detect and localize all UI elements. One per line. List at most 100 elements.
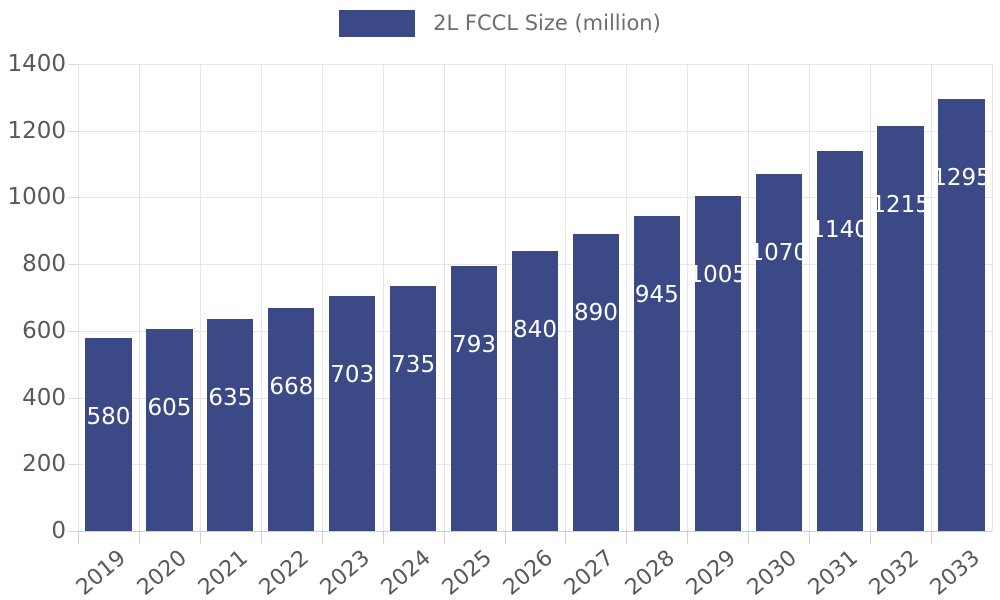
gridline-vertical xyxy=(505,64,506,531)
y-axis-tick-label: 1400 xyxy=(7,51,66,77)
x-axis-tick-mark xyxy=(261,531,262,544)
bar-value-label-2019: 580 xyxy=(86,403,131,430)
x-axis-tick-mark xyxy=(505,531,506,544)
gridline-vertical xyxy=(444,64,445,531)
x-axis-tick-label-2024: 2024 xyxy=(376,545,436,600)
gridline-vertical xyxy=(322,64,323,531)
y-axis-tick-mark xyxy=(68,197,78,199)
bar-value-label-2024: 735 xyxy=(391,351,436,378)
x-axis-tick-labels: 2019 2020 2021 2022 2023 2024 2025 2026 2027 2028… xyxy=(72,531,992,600)
bar-2024[interactable] xyxy=(389,285,437,531)
y-axis-tick-label: 600 xyxy=(22,317,66,344)
bar-value-label-2032: 1215 xyxy=(871,191,930,218)
plot-area: 580 605 635 668 703 735 793 840 890 945 1005 1070 11… xyxy=(68,64,993,544)
bar-2027[interactable] xyxy=(572,234,620,531)
x-axis-tick-mark xyxy=(383,531,384,544)
bar-value-label-2025: 793 xyxy=(452,332,497,359)
x-axis-tick-label-2033: 2033 xyxy=(925,545,985,600)
y-axis-tick-label: 1000 xyxy=(7,184,66,211)
x-axis-tick-label-2030: 2030 xyxy=(742,545,802,600)
bar-value-label-2031: 1140 xyxy=(810,216,869,243)
x-axis-tick-mark xyxy=(200,531,201,544)
bar-2033[interactable] xyxy=(938,99,985,531)
bar-2022[interactable] xyxy=(268,308,315,531)
bar-2031[interactable] xyxy=(816,150,863,531)
x-axis-tick-mark xyxy=(139,531,140,544)
bar-value-label-2026: 840 xyxy=(513,316,557,343)
y-axis-tick-label: 400 xyxy=(22,384,66,411)
gridline-vertical xyxy=(992,64,993,531)
bar-2025[interactable] xyxy=(450,266,498,531)
x-axis-tick-mark xyxy=(809,531,810,544)
x-axis-tick-mark xyxy=(444,531,445,544)
x-axis-tick-label-2023: 2023 xyxy=(316,545,375,600)
x-axis-tick-label-2020: 2020 xyxy=(133,545,193,600)
y-axis-tick-label: 800 xyxy=(22,251,66,278)
bar-2020[interactable] xyxy=(146,329,193,531)
bar-2019[interactable] xyxy=(85,337,132,531)
y-axis-tick-mark xyxy=(68,64,78,65)
bar-value-label-2023: 703 xyxy=(330,362,375,389)
x-axis-tick-mark xyxy=(870,531,871,544)
x-axis-tick-mark xyxy=(78,531,79,544)
legend-label: 2L FCCL Size (million) xyxy=(433,11,661,35)
x-axis-tick-label-2026: 2026 xyxy=(498,545,558,600)
x-axis-tick-mark xyxy=(626,531,627,544)
x-axis-tick-label-2022: 2022 xyxy=(255,545,315,600)
x-axis-tick-label-2027: 2027 xyxy=(559,545,619,600)
x-axis-tick-mark xyxy=(748,531,749,544)
bar-value-label-2028: 945 xyxy=(634,281,679,308)
y-axis-tick-mark xyxy=(68,264,78,266)
legend-swatch-icon xyxy=(339,10,416,37)
x-axis-tick-mark xyxy=(322,531,323,544)
bar-value-label-2030: 1070 xyxy=(749,240,808,267)
y-axis-tick-mark xyxy=(68,130,78,132)
y-axis-tick-label: 1200 xyxy=(7,117,66,144)
gridline-horizontal xyxy=(78,531,992,532)
gridline-vertical xyxy=(200,64,201,531)
bar-value-label-2021: 635 xyxy=(208,385,253,412)
y-axis-tick-mark xyxy=(68,397,78,399)
gridline-horizontal xyxy=(78,197,992,199)
bar-value-label-2027: 890 xyxy=(573,300,618,327)
bar-2021[interactable] xyxy=(207,319,254,531)
x-axis-tick-mark xyxy=(687,531,688,544)
gridline-vertical xyxy=(809,64,810,531)
x-axis-tick-label-2025: 2025 xyxy=(437,545,497,600)
y-axis-tick-label: 0 xyxy=(51,518,66,544)
y-axis-tick-labels: 0 200 400 600 800 1000 1200 1400 xyxy=(0,53,66,543)
y-axis-tick-mark xyxy=(68,531,78,532)
bar-value-label-2033: 1295 xyxy=(932,165,991,192)
bar-value-label-2029: 1005 xyxy=(688,261,748,288)
gridline-vertical xyxy=(383,64,384,531)
gridline-vertical xyxy=(748,64,749,531)
x-axis-tick-mark xyxy=(565,531,566,544)
bar-2029[interactable] xyxy=(694,195,741,531)
x-axis-tick-label-2031: 2031 xyxy=(803,545,863,600)
x-axis-tick-label-2029: 2029 xyxy=(681,545,741,600)
legend-item-2l-fccl-size[interactable]: 2L FCCL Size (million) xyxy=(339,10,661,37)
bar-2023[interactable] xyxy=(329,296,376,531)
y-axis-tick-mark xyxy=(68,464,78,466)
bar-2030[interactable] xyxy=(755,174,802,531)
gridline-vertical xyxy=(139,64,140,531)
gridline-vertical xyxy=(931,64,932,531)
x-axis-tick-mark xyxy=(931,531,932,544)
x-axis-tick-label-2028: 2028 xyxy=(620,545,680,600)
bar-value-label-2022: 668 xyxy=(269,374,314,401)
chart-legend: 2L FCCL Size (million) xyxy=(0,10,1000,37)
x-axis-tick-label-2019: 2019 xyxy=(72,545,132,600)
bar-2028[interactable] xyxy=(633,215,680,531)
y-axis-tick-mark xyxy=(68,330,78,332)
gridline-vertical xyxy=(626,64,627,531)
gridline-vertical xyxy=(870,64,871,531)
x-axis-tick-label-2032: 2032 xyxy=(864,545,924,600)
gridline-vertical xyxy=(261,64,262,531)
gridline-horizontal xyxy=(78,64,992,65)
bar-2026[interactable] xyxy=(511,250,559,531)
y-axis-tick-label: 200 xyxy=(22,451,66,478)
x-axis-tick-label-2021: 2021 xyxy=(194,545,254,600)
bar-2032[interactable] xyxy=(877,125,924,531)
gridline-vertical xyxy=(687,64,688,531)
